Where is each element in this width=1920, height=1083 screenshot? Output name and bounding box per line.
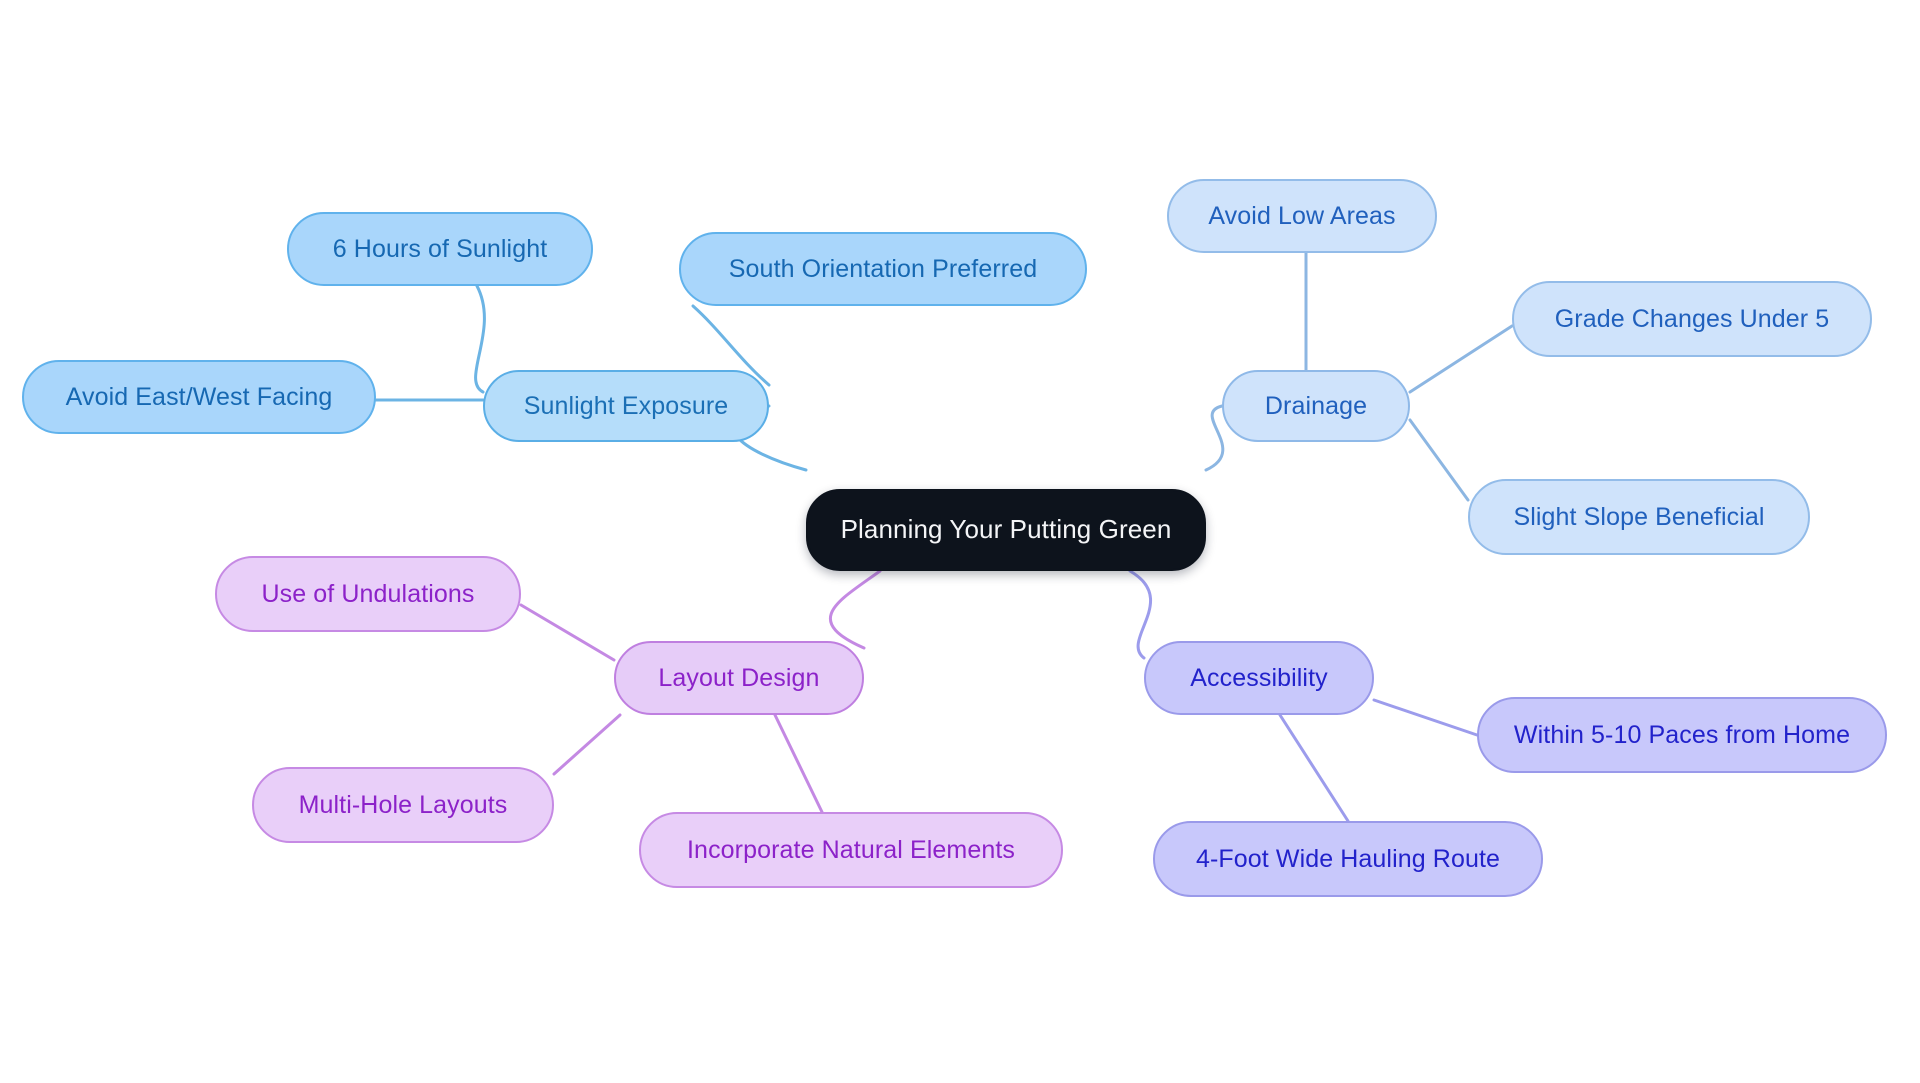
node-incorporate-natural-elements-label: Incorporate Natural Elements	[687, 835, 1015, 864]
edge-root-accessibility	[1128, 569, 1153, 660]
node-accessibility[interactable]: Accessibility	[1144, 641, 1374, 715]
node-multi-hole-layouts[interactable]: Multi-Hole Layouts	[252, 767, 554, 843]
node-sunlight-exposure[interactable]: Sunlight Exposure	[483, 370, 769, 442]
edge-accessibility-route	[1278, 713, 1350, 823]
node-use-of-undulations-label: Use of Undulations	[261, 579, 475, 608]
edge-root-layout	[828, 569, 882, 650]
node-incorporate-natural-elements[interactable]: Incorporate Natural Elements	[639, 812, 1063, 888]
node-4-foot-wide-hauling-route[interactable]: 4-Foot Wide Hauling Route	[1153, 821, 1543, 897]
node-grade-changes-under-5[interactable]: Grade Changes Under 5	[1512, 281, 1872, 357]
node-4-foot-wide-hauling-route-label: 4-Foot Wide Hauling Route	[1195, 844, 1501, 873]
edge-layout-undulations	[519, 603, 616, 662]
node-south-orientation-preferred-label: South Orientation Preferred	[728, 254, 1038, 283]
node-drainage-label: Drainage	[1264, 391, 1368, 420]
node-slight-slope-beneficial[interactable]: Slight Slope Beneficial	[1468, 479, 1810, 555]
edge-sunlight-hours	[474, 284, 486, 394]
node-layout-design-label: Layout Design	[658, 663, 820, 692]
node-root-label: Planning Your Putting Green	[840, 514, 1172, 545]
edge-drainage-slope	[1408, 418, 1470, 502]
edge-root-drainage	[1204, 404, 1225, 472]
node-sunlight-exposure-label: Sunlight Exposure	[523, 391, 729, 420]
edge-accessibility-paces	[1372, 698, 1479, 737]
node-root[interactable]: Planning Your Putting Green	[806, 489, 1206, 571]
node-6-hours-of-sunlight[interactable]: 6 Hours of Sunlight	[287, 212, 593, 286]
node-layout-design[interactable]: Layout Design	[614, 641, 864, 715]
node-drainage[interactable]: Drainage	[1222, 370, 1410, 442]
node-avoid-east-west-facing[interactable]: Avoid East/West Facing	[22, 360, 376, 434]
edge-layout-natural	[773, 713, 824, 814]
node-slight-slope-beneficial-label: Slight Slope Beneficial	[1513, 502, 1765, 531]
node-avoid-low-areas[interactable]: Avoid Low Areas	[1167, 179, 1437, 253]
node-avoid-low-areas-label: Avoid Low Areas	[1208, 201, 1396, 230]
node-within-5-10-paces-from-home[interactable]: Within 5-10 Paces from Home	[1477, 697, 1887, 773]
node-6-hours-of-sunlight-label: 6 Hours of Sunlight	[332, 234, 548, 263]
edge-drainage-grade	[1408, 324, 1514, 394]
node-use-of-undulations[interactable]: Use of Undulations	[215, 556, 521, 632]
node-grade-changes-under-5-label: Grade Changes Under 5	[1554, 304, 1830, 333]
node-accessibility-label: Accessibility	[1190, 663, 1328, 692]
edge-layout-multihole	[552, 713, 622, 776]
node-multi-hole-layouts-label: Multi-Hole Layouts	[298, 790, 508, 819]
node-within-5-10-paces-from-home-label: Within 5-10 Paces from Home	[1513, 720, 1851, 749]
node-avoid-east-west-facing-label: Avoid East/West Facing	[65, 382, 333, 411]
node-south-orientation-preferred[interactable]: South Orientation Preferred	[679, 232, 1087, 306]
